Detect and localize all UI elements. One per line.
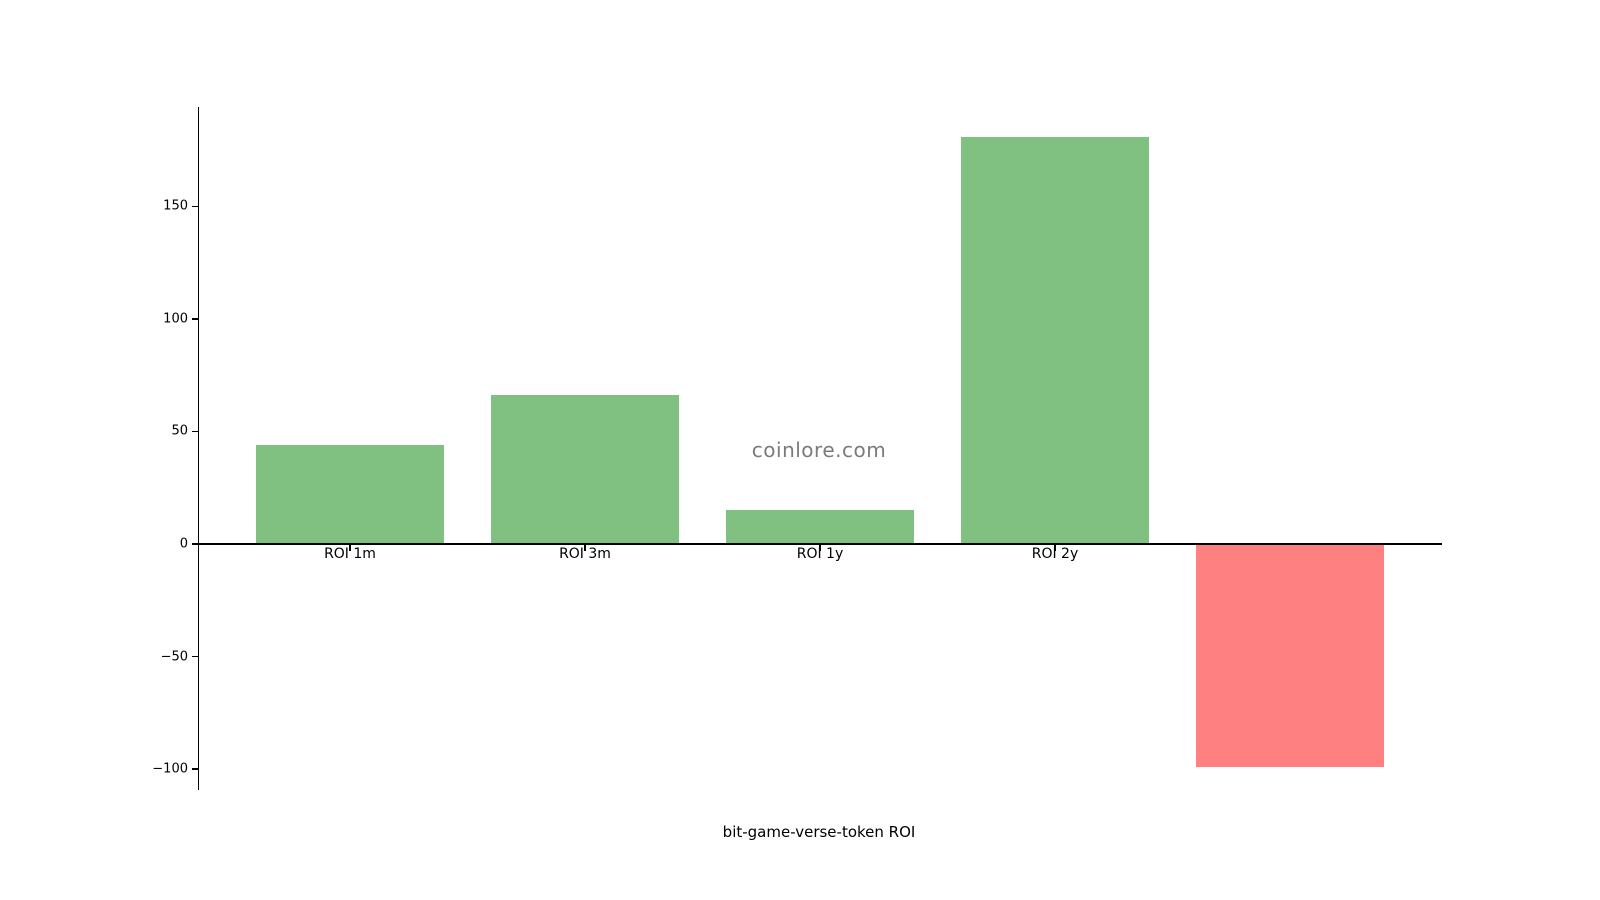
y-tick-mark <box>191 543 198 545</box>
bar-roi-3m <box>491 395 679 544</box>
y-tick-label: 50 <box>171 423 188 439</box>
chart-title: bit-game-verse-token ROI <box>722 823 916 841</box>
y-tick-mark <box>191 768 198 770</box>
x-tick-label-roi-2y: ROI 2y <box>1031 546 1079 562</box>
y-tick-mark <box>191 318 198 320</box>
bar-roi-1y <box>726 510 914 544</box>
y-tick-label: 150 <box>163 198 188 214</box>
bar-roi-2y <box>961 136 1149 544</box>
x-tick-label-roi-1y: ROI 1y <box>796 546 844 562</box>
y-tick-mark <box>191 655 198 658</box>
y-tick-label: 100 <box>163 311 188 327</box>
x-tick-label-roi-3m: ROI 3m <box>559 546 611 562</box>
x-tick-mark <box>584 544 586 551</box>
x-tick-mark <box>819 544 821 551</box>
watermark-text: coinlore.com <box>751 438 887 462</box>
y-tick-label: 0 <box>179 536 188 552</box>
bar-negative-unlabeled <box>1196 544 1384 767</box>
y-tick-mark <box>191 430 198 433</box>
x-tick-mark <box>1054 544 1056 551</box>
y-tick-mark <box>191 205 198 207</box>
x-axis-zero-line <box>197 543 1442 545</box>
y-tick-label: −100 <box>152 761 188 777</box>
x-tick-mark <box>349 544 351 551</box>
y-tick-label: −50 <box>160 649 188 665</box>
y-axis-spine <box>197 107 199 790</box>
bar-roi-1m <box>256 444 444 544</box>
x-tick-label-roi-1m: ROI 1m <box>324 546 376 562</box>
